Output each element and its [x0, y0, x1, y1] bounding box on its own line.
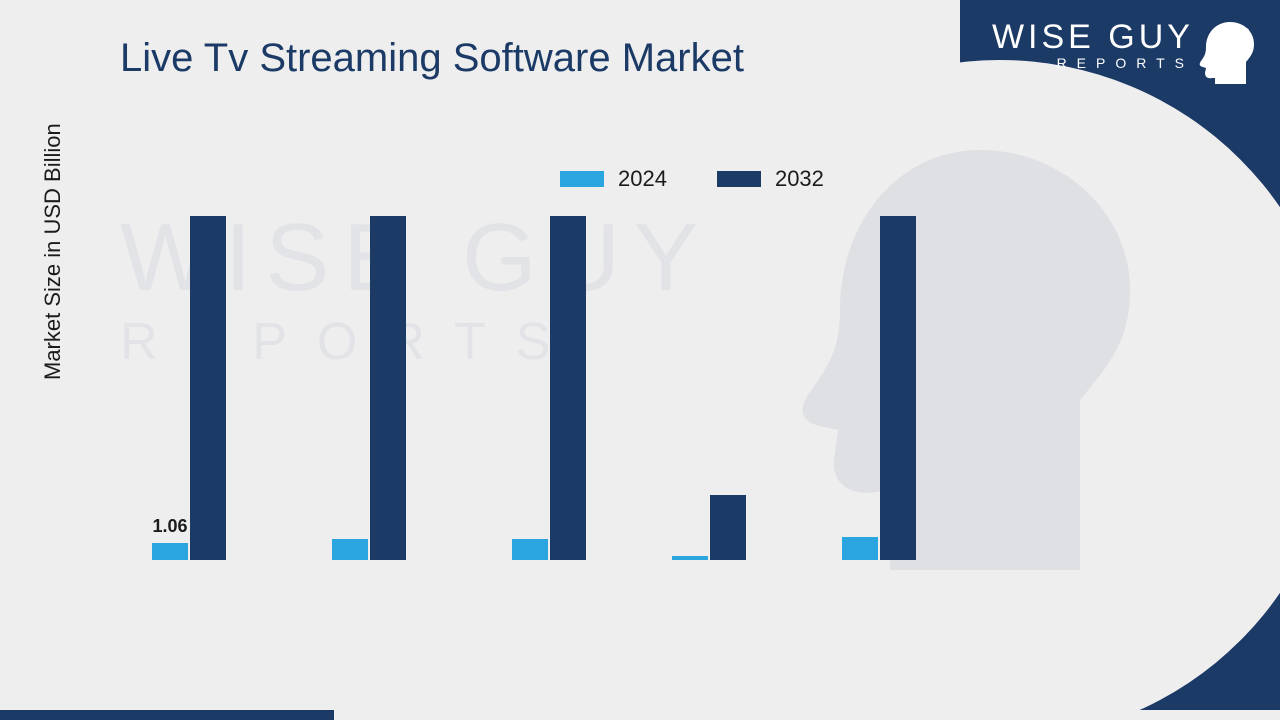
plot-area: 1.06EUROPEASIAPACIFICNORTHAMERICASOUTHAM… [120, 200, 960, 560]
y-axis-label: Market Size in USD Billion [40, 123, 66, 380]
bar-2032 [370, 216, 406, 560]
legend-item-2024: 2024 [560, 166, 667, 192]
value-label: 1.06 [152, 516, 187, 537]
bar-2032 [190, 216, 226, 560]
bar-2024 [672, 556, 708, 560]
bar-2024 [152, 543, 188, 560]
infographic-stage: WISE GUY REPORTS Live Tv Streaming Softw… [0, 0, 1280, 720]
bar-2024 [842, 537, 878, 560]
legend-swatch-2024 [560, 171, 604, 187]
chart-title: Live Tv Streaming Software Market [120, 36, 744, 81]
bar-2032 [550, 216, 586, 560]
legend-swatch-2032 [717, 171, 761, 187]
legend-item-2032: 2032 [717, 166, 824, 192]
logo-line1: WISE GUY [992, 20, 1194, 54]
logo-head-icon [1198, 20, 1256, 86]
brand-logo: WISE GUY REPORTS [992, 20, 1256, 86]
bar-2032 [880, 216, 916, 560]
legend-label-2024: 2024 [618, 166, 667, 192]
logo-line2: REPORTS [992, 56, 1194, 70]
legend: 2024 2032 [560, 166, 824, 192]
bottom-strip [0, 710, 334, 720]
bar-2024 [332, 539, 368, 560]
legend-label-2032: 2032 [775, 166, 824, 192]
bar-2024 [512, 539, 548, 560]
bar-2032 [710, 495, 746, 560]
